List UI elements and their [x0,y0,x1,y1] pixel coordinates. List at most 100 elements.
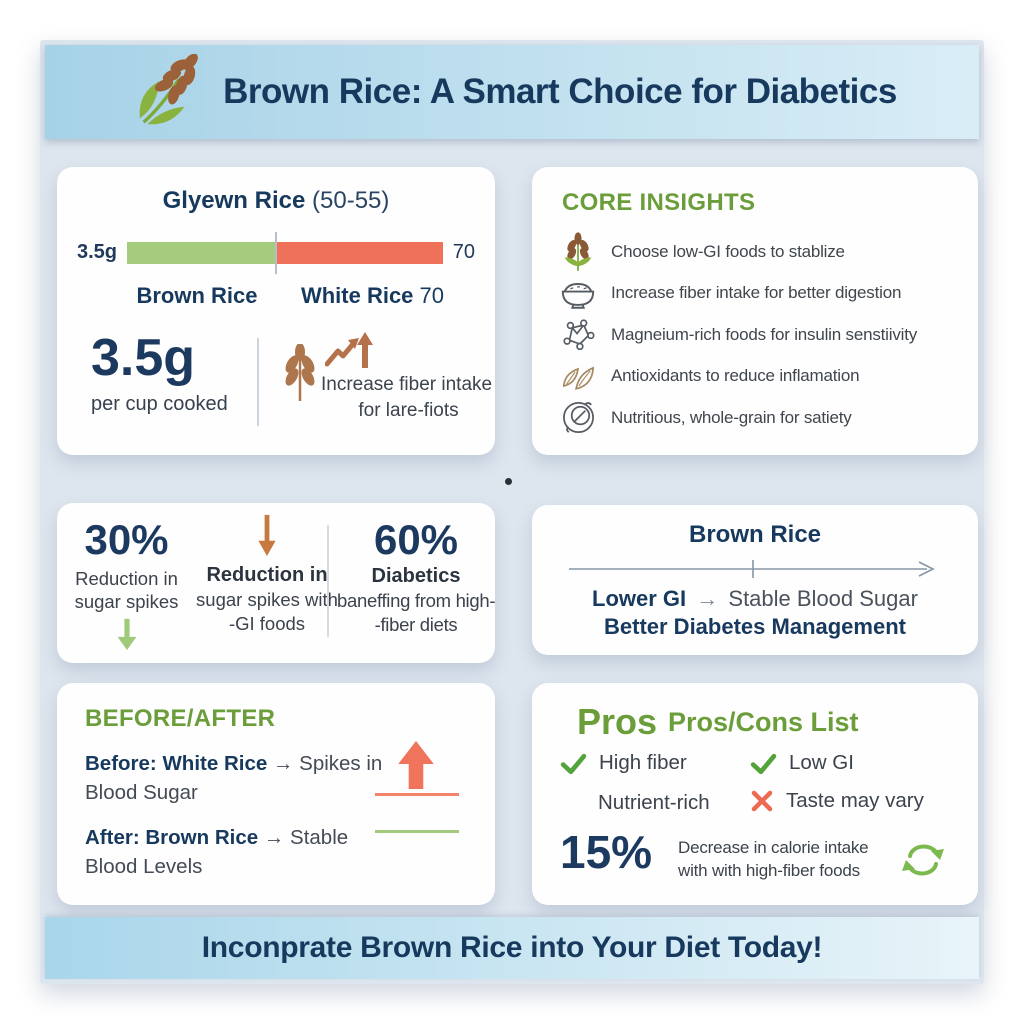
flow-lead-rest: Stable Blood Sugar [728,586,918,611]
insight-text: Magneium-rich foods for insulin senstiiv… [611,324,918,344]
before-rest: → Spikes in Blood Sugar [85,752,383,805]
down-arrow-green-icon [117,619,136,651]
pro-text: High fiber [599,751,687,774]
molecule-icon [558,317,598,352]
check-icon [750,753,777,774]
gi-bar-row: 3.5g 70 [77,231,475,274]
cross-icon [751,790,773,812]
stat-60-percent: 60% Diabetics baneffing from high- -fibe… [337,516,496,636]
insight-text: Antioxidants to reduce inflamation [611,366,860,386]
whole-grain-icon [558,399,598,436]
stat-value: 30% [84,516,169,563]
refresh-icon [902,844,944,876]
fiber-note: Increase fiber intake for lare-fiots [283,332,493,440]
white-rice-value: 70 [419,283,445,308]
divider-dot [505,478,512,485]
gi-bar-right-label: 70 [452,241,475,263]
list-item: Nutritious, whole-grain for satiety [558,397,968,439]
insight-text: Choose low-GI foods to stablize [611,241,845,261]
page-title: Brown Rice: A Smart Choice for Diabetics [223,72,897,111]
gi-bar-white-rice-segment [275,241,443,264]
list-item: Taste may vary [750,789,924,813]
gi-comparison-card: Glyewn Rice (50-55) 3.5g 70 Brown Rice W… [57,167,495,455]
insights-list: Choose low-GI foods to stablize Increase… [558,231,968,439]
header-bar: Brown Rice: A Smart Choice for Diabetics [45,45,979,139]
fiber-note-line2: for lare-fiots [358,400,459,421]
vertical-divider [327,525,329,637]
brown-rice-label: Brown Rice [136,283,258,308]
stat-label-line2: -GI foods [228,613,306,635]
flow-card: Brown Rice Lower GI → Stable Blood Sugar… [532,505,978,655]
stat-label-line2: -fiber diets [374,614,458,636]
stat-value: 60% [373,516,459,563]
stat-label-bold: Diabetics [371,565,461,587]
stat-label-line1: sugar spikes with [196,589,338,610]
after-bold: After: Brown Rice [85,826,259,849]
gi-bar-brown-rice-segment [127,241,276,264]
fiber-caption: per cup cooked [91,393,228,415]
list-item: Low GI [750,751,854,775]
stats-card: 30% Reduction in sugar spikes Reduction … [57,503,496,663]
calorie-stat-line2: with with high-fiber foods [678,860,860,880]
before-after-heading: BEFORE/AFTER [85,705,276,732]
vertical-divider [257,338,259,426]
fiber-note-line1: Increase fiber intake [321,374,493,395]
pros-heading: Pros [577,701,658,742]
calorie-stat-text: Decrease in calorie intake with with hig… [678,837,903,883]
white-rice-label: White Rice 70 [285,283,460,309]
list-item: Nutrient-rich [598,791,710,815]
timeline-arrow-icon [569,560,935,578]
stat-label-bold: Reduction in [206,564,328,586]
pros-cons-heading: Pros/Cons List [668,707,859,737]
after-text: After: Brown Rice → Stable Blood Levels [85,823,397,881]
leaves-icon [558,360,598,393]
stat-label: Reduction in sugar spikes [59,567,194,613]
gi-card-title: Glyewn Rice (50-55) [57,187,495,215]
list-item: Increase fiber intake for better digesti… [558,273,968,315]
before-text: Before: White Rice → Spikes in Blood Sug… [85,749,397,807]
flow-line1: Lower GI → Stable Blood Sugar [532,586,978,612]
fiber-stat: 3.5g per cup cooked [91,332,483,416]
rice-bowl-icon [558,277,598,310]
pros-cons-card: Pros Pros/Cons List High fiber Low GI Nu… [532,683,978,905]
wheat-icon [285,344,315,401]
red-baseline [375,793,459,796]
stat-reduction-gi-foods: Reduction in sugar spikes with -GI foods [192,513,342,635]
flow-line2: Better Diabetes Management [604,614,906,639]
gi-title-bold: Glyewn Rice [162,187,306,214]
stat-30-percent: 30% Reduction in sugar spikes [59,519,194,656]
insight-text: Increase fiber intake for better digesti… [611,283,902,303]
gi-title-range: (50-55) [312,187,390,214]
stat-label-line1: Reduction in [75,568,178,589]
trending-up-arrow-icon [325,332,373,368]
fiber-stat-row: 3.5g per cup cooked [91,332,492,440]
calorie-stat-value: 15% [560,826,653,878]
wheat-logo-icon [139,54,199,125]
core-insights-heading: CORE INSIGHTS [562,189,756,216]
stat-label-line2: sugar spikes [74,591,179,613]
green-baseline [375,830,459,833]
calorie-stat-line1: Decrease in calorie intake [678,838,869,857]
list-item: Choose low-GI foods to stablize [558,231,968,273]
down-arrow-orange-icon [258,514,276,557]
before-after-card: BEFORE/AFTER Before: White Rice → Spikes… [57,683,495,905]
flow-lead-bold: Lower GI [592,586,687,611]
list-item: Antioxidants to reduce inflamation [558,356,968,398]
check-icon [560,753,587,774]
gi-comparison-bar [127,231,443,274]
footer-bar: Inconprate Brown Rice into Your Diet Tod… [45,917,979,979]
gi-bar-divider-tick [275,231,277,274]
stat-label-line1: baneffing from high- [337,590,496,611]
poster-panel: Brown Rice: A Smart Choice for Diabetics… [40,40,984,984]
list-item: High fiber [560,751,687,775]
con-text: Taste may vary [786,789,924,812]
before-bold: Before: White Rice [85,752,268,775]
flow-title: Brown Rice [688,521,822,548]
after-rest: → Stable Blood Levels [85,826,349,879]
pro-text: Nutrient-rich [598,791,710,814]
wheat-plant-icon [558,232,598,272]
white-rice-name: White Rice [300,283,414,308]
pro-text: Low GI [789,751,854,774]
core-insights-card: CORE INSIGHTS [532,167,978,455]
